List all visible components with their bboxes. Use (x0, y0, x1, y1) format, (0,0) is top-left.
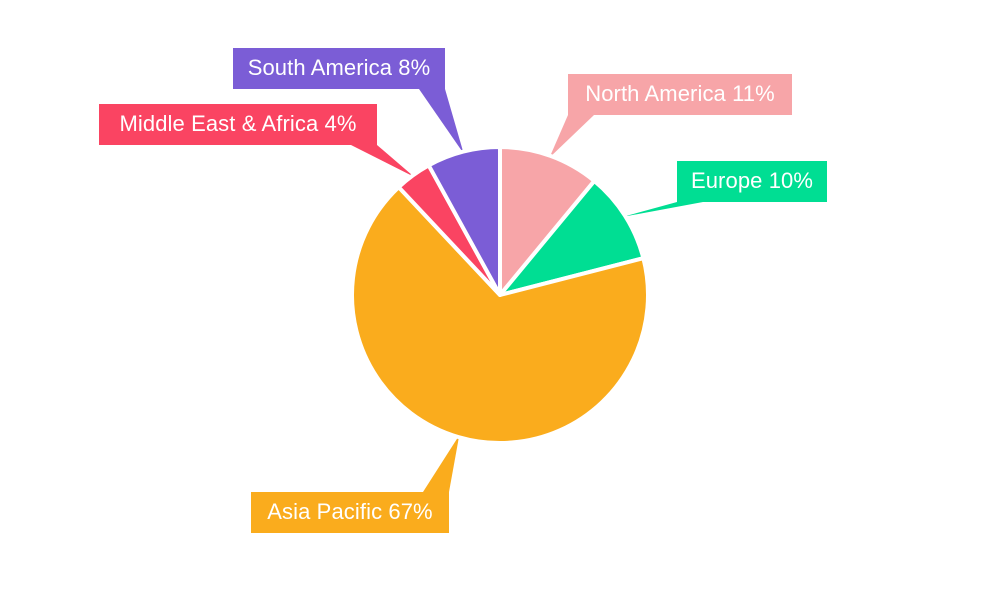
leader-line-middle-east-africa (351, 145, 415, 177)
pie-label-asia-pacific[interactable]: Asia Pacific 67% (251, 492, 449, 533)
leader-lines (351, 89, 703, 492)
leader-line-asia-pacific (423, 435, 460, 492)
pie-label-south-america[interactable]: South America 8% (233, 48, 445, 89)
pie-label-north-america[interactable]: North America 11% (568, 74, 792, 115)
pie-label-text: Asia Pacific 67% (267, 499, 433, 524)
pie-wedge-asia-pacific[interactable] (350, 185, 650, 445)
leader-line-north-america (549, 115, 594, 158)
pie-label-text: Europe 10% (690, 168, 814, 193)
leader-line-europe (623, 202, 703, 217)
pie-label-europe[interactable]: Europe 10% (677, 161, 827, 202)
pie-wedge-north-america[interactable] (498, 145, 597, 297)
pie-label-text: South America 8% (247, 55, 431, 80)
pie-wedge-south-america[interactable] (426, 145, 502, 297)
pie-label-middle-east-africa[interactable]: Middle East & Africa 4% (99, 104, 377, 145)
pie-label-text: Middle East & Africa 4% (119, 111, 357, 136)
leader-line-south-america (419, 89, 464, 154)
pie-label-text: North America 11% (585, 81, 775, 106)
pie-wedges (350, 145, 650, 445)
